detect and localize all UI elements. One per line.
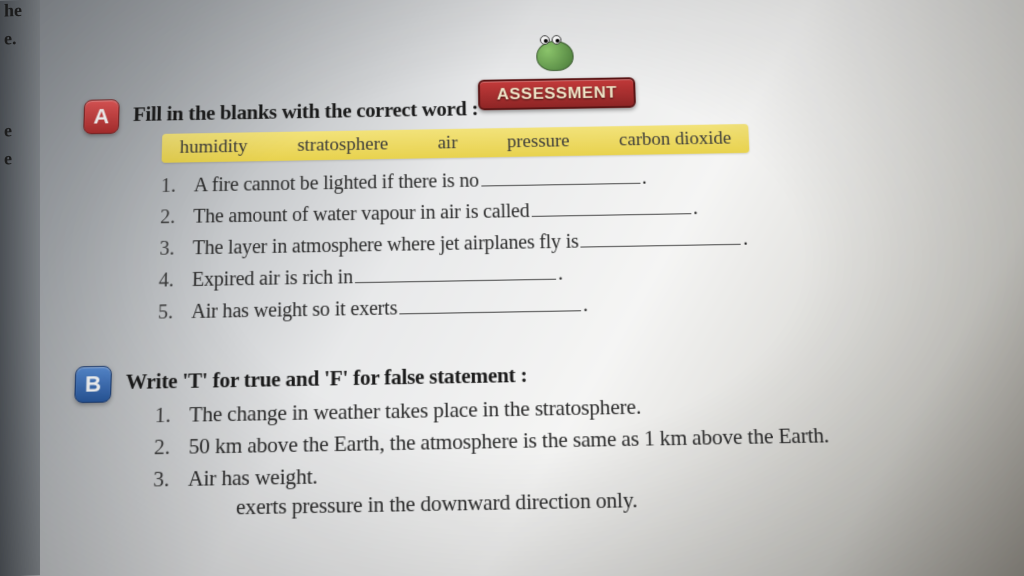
section-b-list: 1. The change in weather takes place in … <box>138 387 1024 493</box>
item-suffix: . <box>558 263 563 285</box>
word-bank-item: stratosphere <box>297 134 388 157</box>
item-number: 2. <box>139 434 170 460</box>
item-number: 5. <box>143 301 174 325</box>
item-suffix: . <box>742 228 748 250</box>
section-b-instruction: Write 'T' for true and 'F' for false sta… <box>125 354 1024 395</box>
item-suffix: . <box>583 294 588 316</box>
cutoff-text-fragment: exerts pressure in the downward directio… <box>236 487 638 520</box>
blank-line <box>531 195 691 217</box>
item-text: A fire cannot be lighted if there is no <box>194 170 479 196</box>
section-b: B Write 'T' for true and 'F' for false s… <box>81 354 1024 494</box>
blank-line <box>580 225 741 247</box>
item-number: 3. <box>144 238 175 261</box>
word-bank-item: humidity <box>180 136 248 158</box>
word-bank: humidity stratosphere air pressure carbo… <box>162 124 750 163</box>
item-number: 4. <box>143 269 174 292</box>
blank-line <box>399 291 581 314</box>
item-number: 1. <box>146 175 176 198</box>
textbook-page: ASSESSMENT A Fill in the blanks with the… <box>0 1 1024 576</box>
frog-mascot-icon <box>526 37 586 76</box>
word-bank-item: carbon dioxide <box>619 128 732 151</box>
blank-line <box>355 260 556 283</box>
item-text: Air has weight. <box>188 464 318 492</box>
item-text: Air has weight so it exerts <box>191 297 397 323</box>
item-text: The change in weather takes place in the… <box>189 394 641 428</box>
item-suffix: . <box>693 197 699 219</box>
item-text: The amount of water vapour in air is cal… <box>193 200 530 227</box>
item-suffix: . <box>641 167 646 188</box>
blank-line <box>481 164 640 186</box>
item-text: 50 km above the Earth, the atmosphere is… <box>188 423 829 460</box>
item-number: 2. <box>145 206 176 229</box>
section-a-list: 1. A fire cannot be lighted if there is … <box>143 158 1024 325</box>
item-number: 1. <box>140 402 171 428</box>
word-bank-item: air <box>438 133 458 155</box>
item-text: The layer in atmosphere where jet airpla… <box>192 231 579 259</box>
section-a-icon: A <box>83 99 120 134</box>
item-number: 3. <box>138 466 170 493</box>
item-text: Expired air is rich in <box>192 266 353 291</box>
section-b-icon: B <box>74 366 112 403</box>
section-a: A Fill in the blanks with the correct wo… <box>87 88 1024 326</box>
word-bank-item: pressure <box>507 131 570 153</box>
